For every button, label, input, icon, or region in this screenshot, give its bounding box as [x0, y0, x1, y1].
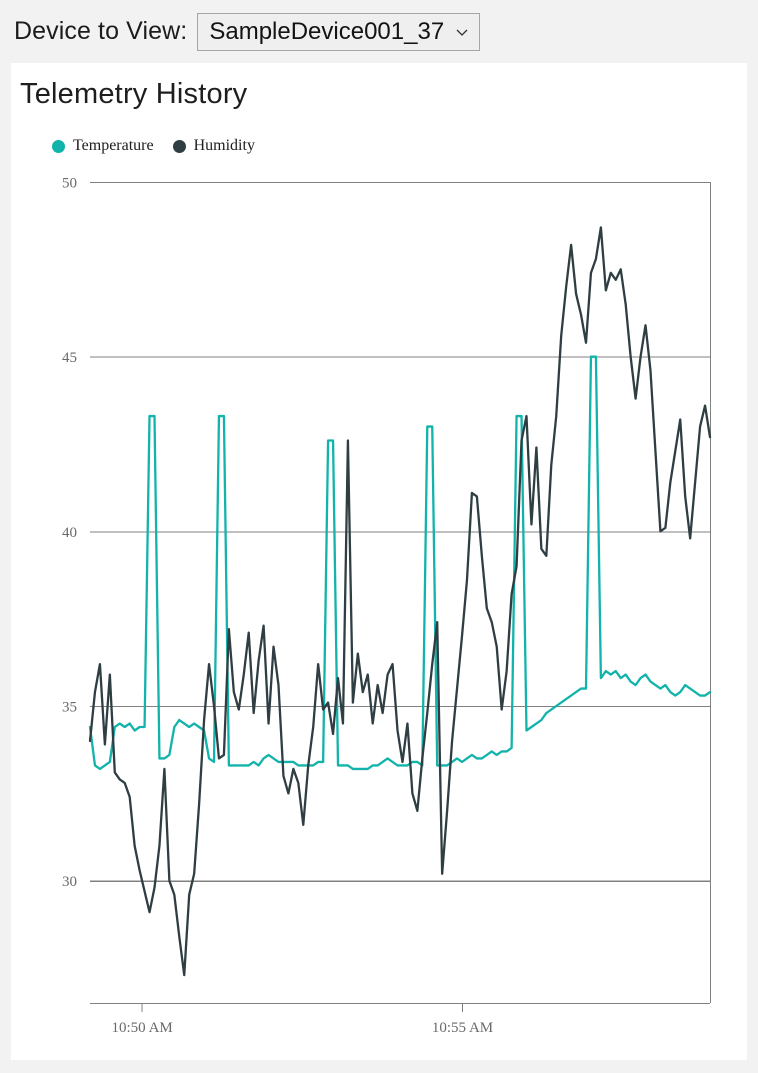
temperature-swatch-icon [52, 139, 65, 153]
humidity-swatch-icon [172, 139, 186, 153]
x-axis-tick-label: 10:50 AM [112, 1020, 173, 1036]
device-to-view-label: Device to View: [14, 17, 188, 45]
x-axis-tick-label: 10:55 AM [432, 1020, 493, 1036]
y-axis-tick-label: 30 [62, 874, 77, 890]
page-title: Telemetry History [20, 78, 248, 110]
series-line-temperature [88, 355, 712, 771]
chevron-down-icon [456, 29, 468, 36]
y-axis-tick-label: 45 [62, 350, 77, 366]
device-select-value: SampleDevice001_37 [209, 17, 445, 45]
legend-label-temperature: Temperature [73, 137, 154, 154]
y-axis-tick-label: 50 [62, 176, 77, 192]
legend-label-humidity: Humidity [193, 137, 255, 154]
series-line-humidity [88, 226, 712, 977]
y-axis-tick-label: 40 [62, 525, 77, 541]
chart-legend: Temperature Humidity [52, 137, 274, 155]
y-axis-tick-label: 35 [62, 700, 77, 716]
telemetry-chart-svg: 30 35 40 45 50 10:50 AM 10:55 AM [62, 176, 712, 1036]
telemetry-chart: 30 35 40 45 50 10:50 AM 10:55 AM [11, 63, 747, 1060]
legend-item-humidity[interactable]: Humidity [172, 137, 255, 155]
telemetry-history-card: Telemetry History Temperature Humidity 3… [11, 63, 747, 1060]
device-select-dropdown[interactable]: SampleDevice001_37 [197, 12, 481, 51]
device-selector-bar: Device to View: SampleDevice001_37 [0, 0, 758, 63]
legend-item-temperature[interactable]: Temperature [52, 137, 154, 155]
